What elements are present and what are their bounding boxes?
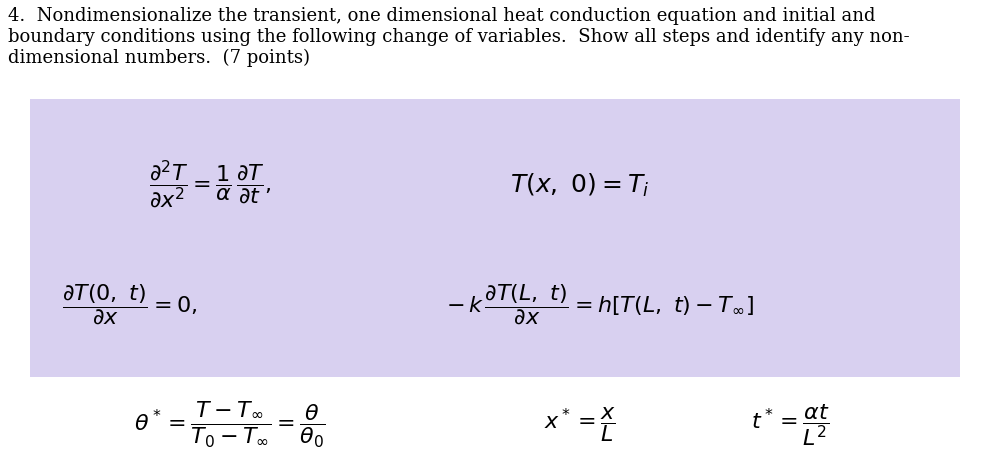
Text: $\theta^* = \dfrac{T - T_\infty}{T_0 - T_\infty} = \dfrac{\theta}{\theta_0}$: $\theta^* = \dfrac{T - T_\infty}{T_0 - T… bbox=[134, 399, 326, 449]
Text: $-\,k\,\dfrac{\partial T(L,\ t)}{\partial x} = h[T(L,\ t) - T_\infty]$: $-\,k\,\dfrac{\partial T(L,\ t)}{\partia… bbox=[447, 282, 754, 327]
Text: 4.  Nondimensionalize the transient, one dimensional heat conduction equation an: 4. Nondimensionalize the transient, one … bbox=[8, 7, 910, 67]
Text: $\dfrac{\partial T(0,\ t)}{\partial x} = 0,$: $\dfrac{\partial T(0,\ t)}{\partial x} =… bbox=[63, 282, 198, 327]
Text: $t^* = \dfrac{\alpha t}{L^2}$: $t^* = \dfrac{\alpha t}{L^2}$ bbox=[750, 401, 829, 447]
Text: $x^* = \dfrac{x}{L}$: $x^* = \dfrac{x}{L}$ bbox=[544, 405, 616, 444]
FancyBboxPatch shape bbox=[30, 100, 960, 377]
Text: $\dfrac{\partial^2 T}{\partial x^2} = \dfrac{1}{\alpha}\,\dfrac{\partial T}{\par: $\dfrac{\partial^2 T}{\partial x^2} = \d… bbox=[149, 159, 271, 211]
Text: $T(x,\ 0) = T_i$: $T(x,\ 0) = T_i$ bbox=[510, 171, 649, 198]
